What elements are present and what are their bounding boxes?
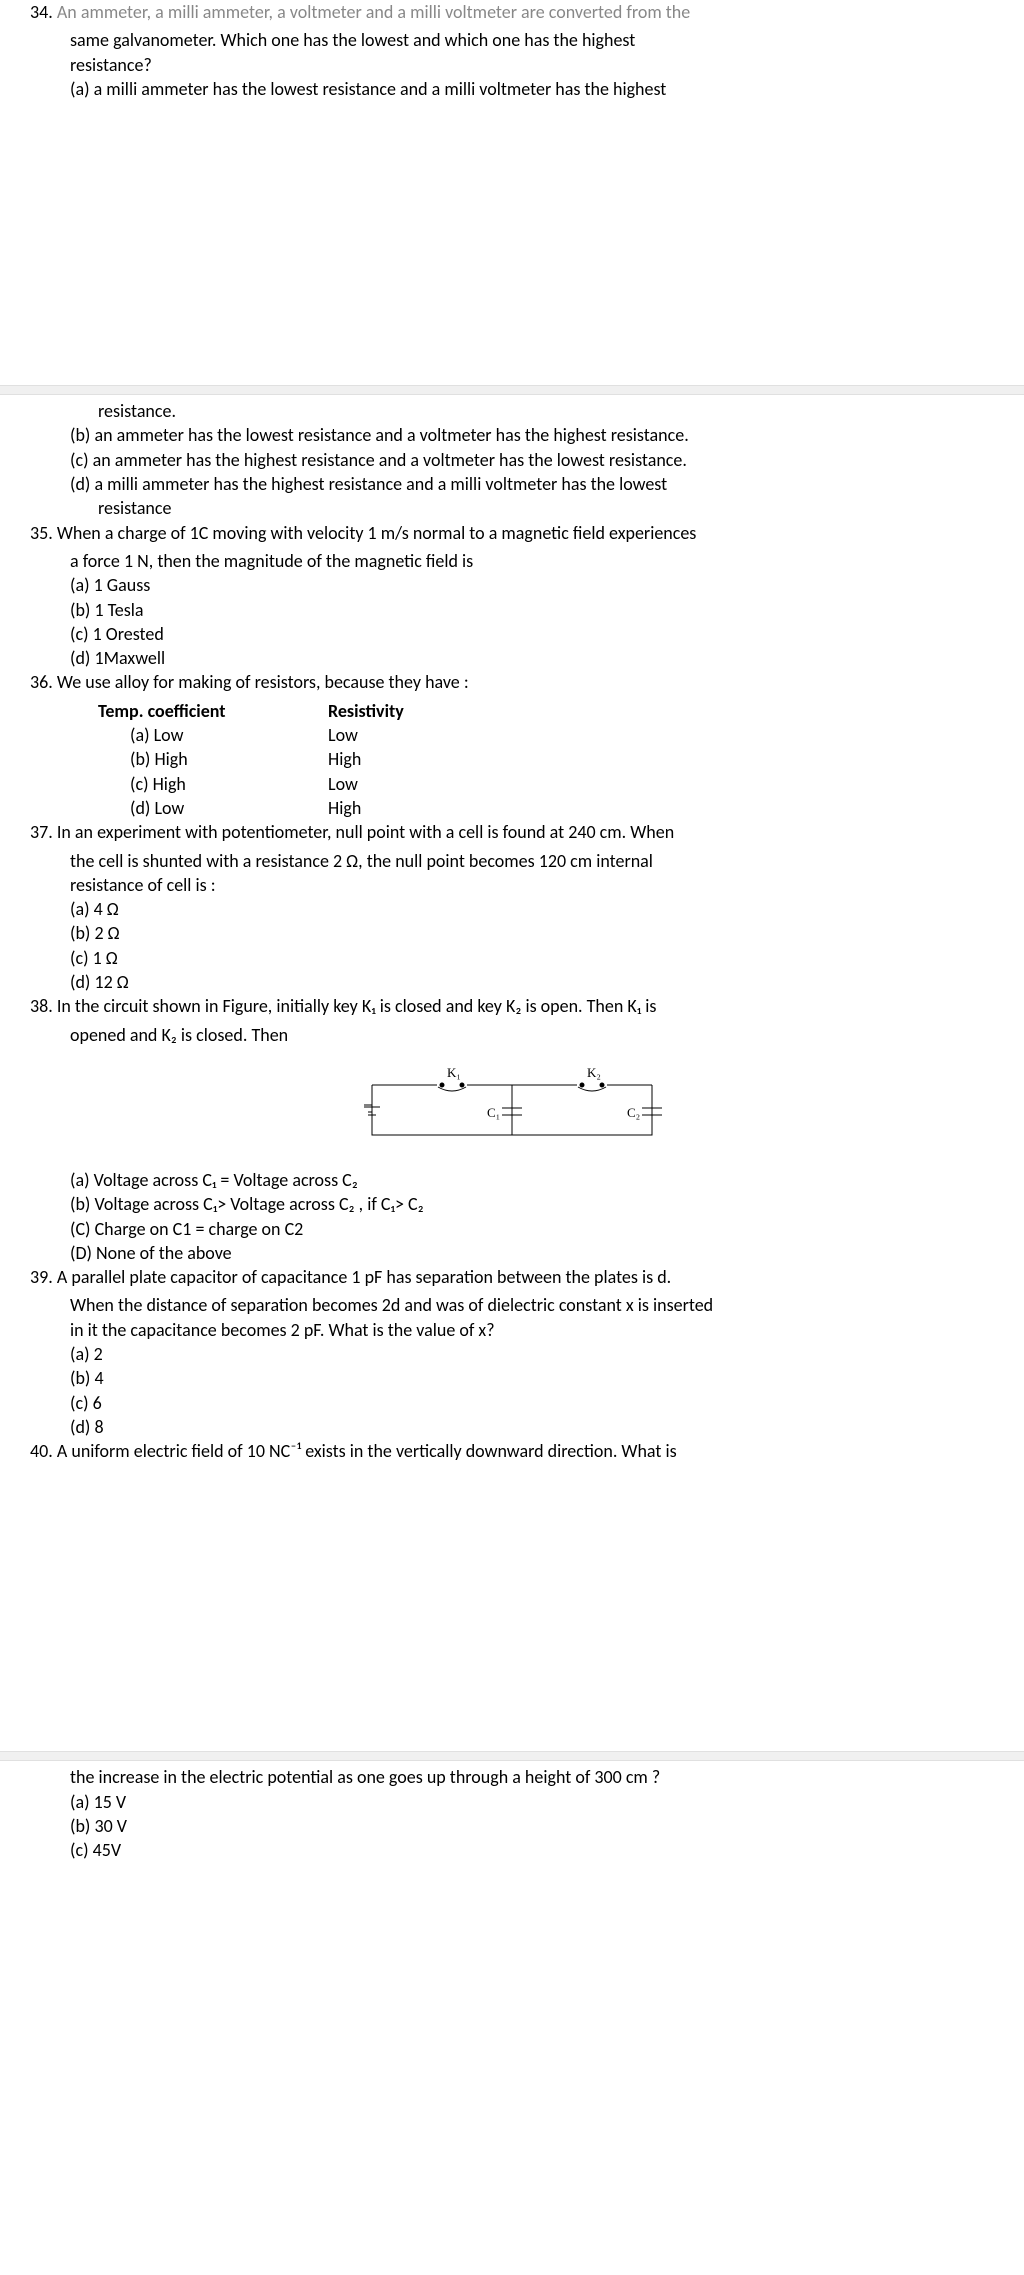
q38-opt-b: (b) Voltage across C₁> Voltage across C₂… bbox=[70, 1192, 994, 1216]
q38-num: 38. bbox=[30, 995, 53, 1017]
q34-opt-b: (b) an ammeter has the lowest resistance… bbox=[70, 423, 994, 447]
q40-line2: the increase in the electric potential a… bbox=[70, 1765, 994, 1789]
q37-opt-d: (d) 12 Ω bbox=[70, 970, 994, 994]
q36-row-a-c2: Low bbox=[328, 723, 478, 747]
q38-circuit-diagram: K₁ K₂ bbox=[30, 1065, 994, 1150]
q40-line1: A uniform electric field of 10 NC⁻¹ exis… bbox=[57, 1440, 677, 1462]
q37-opt-a: (a) 4 Ω bbox=[70, 897, 994, 921]
q34-line1: An ammeter, a milli ammeter, a voltmeter… bbox=[57, 1, 690, 23]
q39-opt-a: (a) 2 bbox=[70, 1342, 994, 1366]
q34-line2: same galvanometer. Which one has the low… bbox=[70, 28, 994, 52]
q35-opt-d: (d) 1Maxwell bbox=[70, 646, 994, 670]
q39-line3: in it the capacitance becomes 2 pF. What… bbox=[70, 1318, 994, 1342]
q34-opt-a: (a) a milli ammeter has the lowest resis… bbox=[70, 77, 994, 101]
q38-opt-c: (C) Charge on C1 = charge on C2 bbox=[70, 1217, 994, 1241]
q36-row-c-c1: (c) High bbox=[130, 772, 328, 796]
q39-opt-c: (c) 6 bbox=[70, 1391, 994, 1415]
circuit-label-k2: K₂ bbox=[587, 1065, 601, 1080]
q36-row-d-c1: (d) Low bbox=[130, 796, 328, 820]
q35-line1: When a charge of 1C moving with velocity… bbox=[57, 522, 696, 544]
q38-line2: opened and K₂ is closed. Then bbox=[70, 1023, 994, 1047]
q36-row-c: (c) High Low bbox=[130, 772, 994, 796]
q37-line3: resistance of cell is : bbox=[70, 873, 994, 897]
q39-opt-d: (d) 8 bbox=[70, 1415, 994, 1439]
q36-header: Temp. coefficient Resistivity bbox=[98, 699, 994, 723]
q37-line1: In an experiment with potentiometer, nul… bbox=[57, 821, 674, 843]
q36-row-c-c2: Low bbox=[328, 772, 478, 796]
page-divider-1 bbox=[0, 385, 1024, 395]
q36-h1: Temp. coefficient bbox=[98, 699, 328, 723]
q37-opt-b: (b) 2 Ω bbox=[70, 921, 994, 945]
q35-num: 35. bbox=[30, 522, 53, 544]
q34-opt-d-cont: resistance bbox=[98, 496, 994, 520]
q35-line2: a force 1 N, then the magnitude of the m… bbox=[70, 549, 994, 573]
q36-line1: We use alloy for making of resistors, be… bbox=[57, 671, 469, 693]
q36-row-a: (a) Low Low bbox=[130, 723, 994, 747]
page-divider-2 bbox=[0, 1751, 1024, 1761]
q40-opt-b: (b) 30 V bbox=[70, 1814, 994, 1838]
q36-num: 36. bbox=[30, 671, 53, 693]
q40-opt-a: (a) 15 V bbox=[70, 1790, 994, 1814]
q39-opt-b: (b) 4 bbox=[70, 1366, 994, 1390]
q35-opt-c: (c) 1 Orested bbox=[70, 622, 994, 646]
q34-opt-a-cont: resistance. bbox=[98, 399, 994, 423]
q36-row-b-c1: (b) High bbox=[130, 747, 328, 771]
circuit-label-c1: C₁ bbox=[487, 1105, 500, 1120]
q37-num: 37. bbox=[30, 821, 53, 843]
q36-row-d-c2: High bbox=[328, 796, 478, 820]
q38-opt-a: (a) Voltage across C₁ = Voltage across C… bbox=[70, 1168, 994, 1192]
q38-line1: In the circuit shown in Figure, initiall… bbox=[57, 995, 657, 1017]
q36-row-d: (d) Low High bbox=[130, 796, 994, 820]
circuit-label-c2: C₂ bbox=[627, 1105, 640, 1120]
q37-line2: the cell is shunted with a resistance 2 … bbox=[70, 849, 994, 873]
q38-opt-d: (D) None of the above bbox=[70, 1241, 994, 1265]
q39-line1: A parallel plate capacitor of capacitanc… bbox=[57, 1266, 671, 1288]
q39-line2: When the distance of separation becomes … bbox=[70, 1293, 994, 1317]
circuit-label-k1: K₁ bbox=[447, 1065, 461, 1080]
q36-row-b: (b) High High bbox=[130, 747, 994, 771]
q37-opt-c: (c) 1 Ω bbox=[70, 946, 994, 970]
q35-opt-b: (b) 1 Tesla bbox=[70, 598, 994, 622]
q35-opt-a: (a) 1 Gauss bbox=[70, 573, 994, 597]
q36-row-a-c1: (a) Low bbox=[130, 723, 328, 747]
q36-row-b-c2: High bbox=[328, 747, 478, 771]
q40-num: 40. bbox=[30, 1440, 53, 1462]
q34-line3: resistance? bbox=[70, 53, 994, 77]
q34-num: 34. bbox=[30, 1, 53, 23]
q40-opt-c: (c) 45V bbox=[70, 1838, 994, 1862]
q34-opt-c: (c) an ammeter has the highest resistanc… bbox=[70, 448, 994, 472]
q36-h2: Resistivity bbox=[328, 699, 478, 723]
q34-opt-d: (d) a milli ammeter has the highest resi… bbox=[70, 472, 994, 496]
q39-num: 39. bbox=[30, 1266, 53, 1288]
